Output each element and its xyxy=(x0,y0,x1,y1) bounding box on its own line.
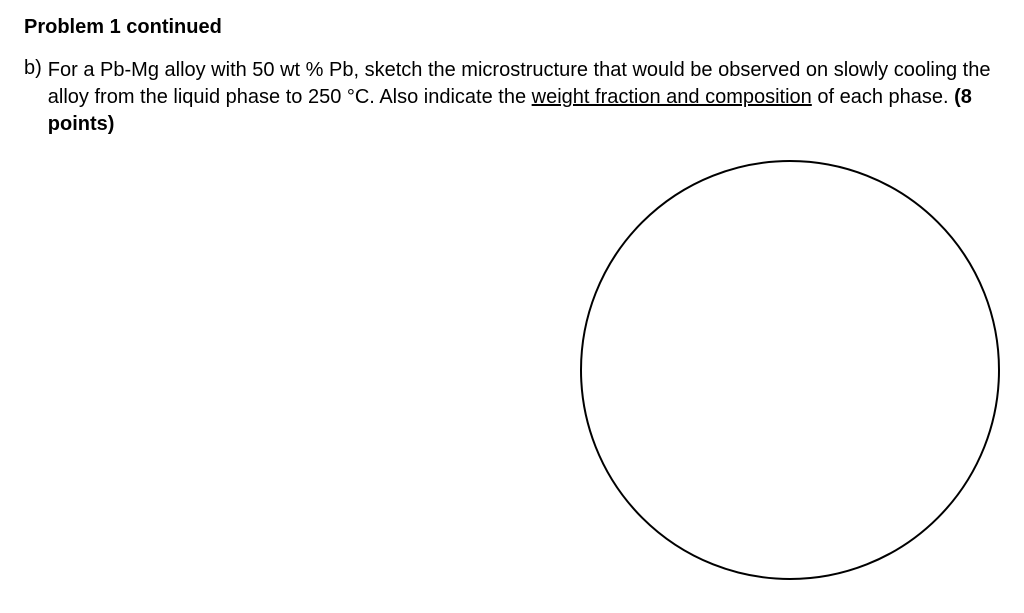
question-underlined1: weight fraction and composition xyxy=(532,86,812,108)
question-text: For a Pb-Mg alloy with 50 wt % Pb, sketc… xyxy=(48,57,1000,138)
microstructure-circle xyxy=(580,160,1000,580)
question-label: b) xyxy=(24,57,42,80)
question-row: b) For a Pb-Mg alloy with 50 wt % Pb, sk… xyxy=(24,57,1000,138)
question-text-part2: of each phase. xyxy=(812,86,954,108)
problem-title: Problem 1 continued xyxy=(24,16,1000,39)
diagram-container xyxy=(580,160,1000,580)
